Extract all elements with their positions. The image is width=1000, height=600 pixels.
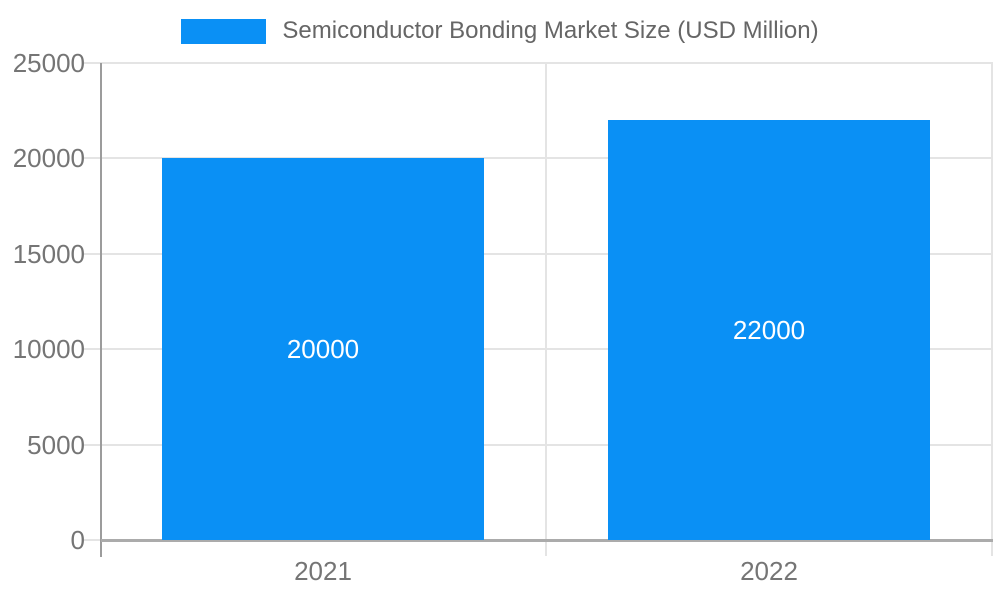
x-tick-label: 2021 (294, 556, 352, 586)
legend-swatch-icon (181, 18, 267, 44)
y-tick-label: 10000 (12, 334, 85, 365)
y-tick-label: 5000 (27, 429, 85, 460)
y-gridline (83, 62, 993, 64)
x-gridline (545, 63, 547, 556)
y-tick-label: 0 (70, 525, 85, 555)
plot-right-border (991, 63, 993, 556)
y-axis-tick (83, 539, 100, 541)
bar[interactable] (162, 158, 484, 540)
y-tick-label: 15000 (12, 238, 85, 269)
bar[interactable] (608, 120, 930, 540)
y-tick-label: 25000 (12, 48, 85, 78)
legend-label: Semiconductor Bonding Market Size (USD M… (282, 17, 819, 44)
x-tick-label: 2022 (740, 556, 798, 586)
chart-legend[interactable]: Semiconductor Bonding Market Size (USD M… (0, 16, 1000, 46)
y-tick-label: 20000 (12, 143, 85, 174)
y-axis-line (100, 63, 102, 557)
